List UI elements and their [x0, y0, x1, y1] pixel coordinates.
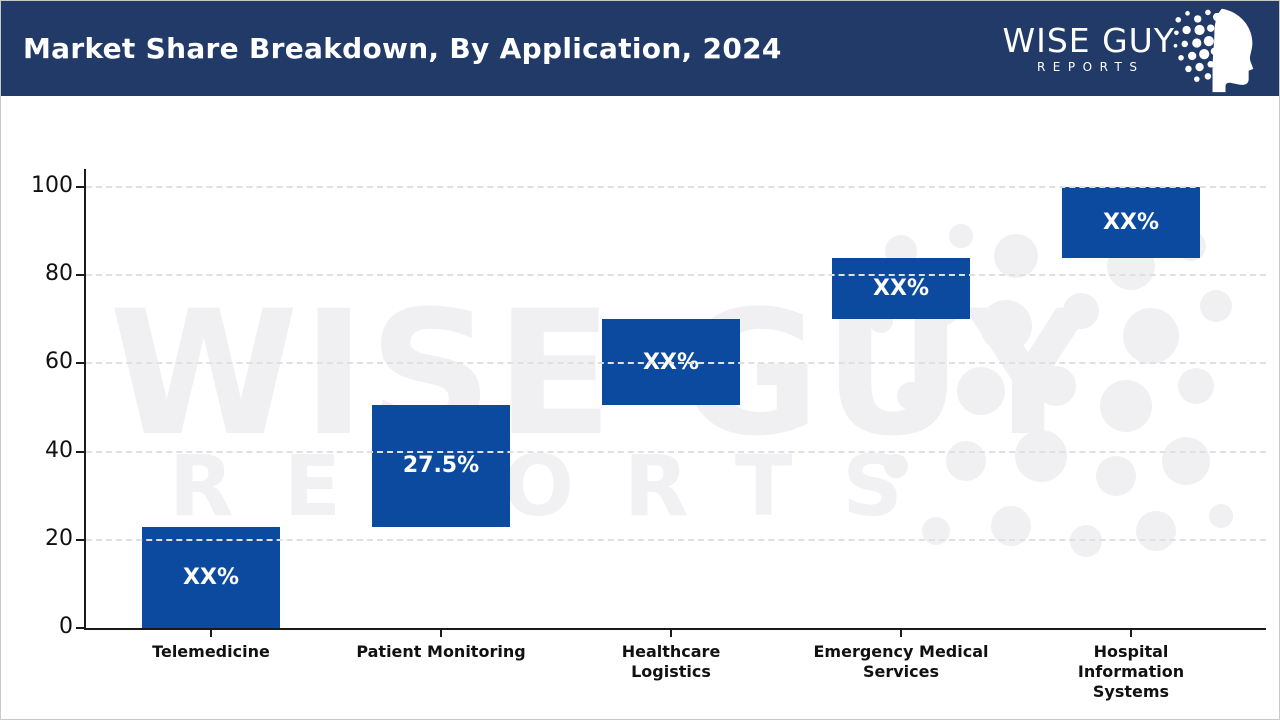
- x-category-label-line: Patient Monitoring: [356, 642, 526, 661]
- gridline-y80: [86, 274, 1266, 277]
- y-tick-label: 0: [59, 614, 73, 639]
- gridline-y60: [86, 362, 1266, 365]
- x-category-label-emergency-medical-services: Emergency Medical Services: [781, 642, 1021, 682]
- x-category-label-healthcare-logistics: Healthcare Logistics: [551, 642, 791, 682]
- y-tick-mark: [76, 450, 84, 453]
- bar-hospital-information-systems: XX%: [1062, 187, 1200, 258]
- x-category-label-line: Emergency Medical: [813, 642, 989, 661]
- y-axis-spine: [84, 169, 86, 630]
- x-category-label-line: Systems: [1092, 682, 1170, 701]
- x-tick-mark: [440, 630, 442, 637]
- x-tick-mark: [1130, 630, 1132, 637]
- x-tick-mark: [210, 630, 212, 637]
- x-category-label-line: Information: [1077, 662, 1185, 681]
- bar-value-label: XX%: [643, 349, 699, 375]
- x-category-label-line: Healthcare: [621, 642, 721, 661]
- x-axis-spine: [84, 628, 1266, 630]
- x-category-label-line: Hospital: [1093, 642, 1169, 661]
- gridline-y100: [86, 186, 1266, 188]
- x-category-label-hospital-information-systems: Hospital Information Systems: [1011, 642, 1251, 702]
- gridline-y20: [86, 538, 1266, 541]
- y-tick-label: 80: [45, 261, 73, 287]
- gridline-y40: [86, 450, 1266, 453]
- x-tick-mark: [670, 630, 672, 637]
- bar-telemedicine: XX%: [142, 526, 280, 628]
- x-category-label-line: Services: [862, 662, 940, 681]
- bar-value-label: XX%: [873, 275, 929, 301]
- watermark-subtext: REPORTS: [169, 437, 953, 535]
- bar-value-label: XX%: [183, 564, 239, 590]
- y-tick-label: 60: [45, 349, 73, 375]
- y-tick-label: 100: [31, 173, 73, 198]
- x-category-label-patient-monitoring: Patient Monitoring: [321, 642, 561, 662]
- page-title: Market Share Breakdown, By Application, …: [23, 32, 782, 65]
- x-category-label-telemedicine: Telemedicine: [91, 642, 331, 662]
- y-tick-mark: [76, 186, 84, 188]
- y-tick-mark: [76, 362, 84, 365]
- wiseguy-logo: WISE GUY REPORTS: [1002, 5, 1257, 93]
- y-tick-mark: [76, 274, 84, 277]
- logo-subtext: REPORTS: [1036, 60, 1145, 74]
- y-tick-label: 40: [45, 437, 73, 463]
- logo-text: WISE GUY REPORTS: [1002, 24, 1175, 73]
- y-tick-mark: [76, 538, 84, 541]
- x-category-label-line: Logistics: [631, 662, 711, 681]
- bar-healthcare-logistics: XX%: [602, 319, 740, 406]
- logo-wordmark: WISE GUY: [1002, 21, 1175, 60]
- y-tick-label: 20: [45, 525, 73, 551]
- x-category-label-line: Telemedicine: [152, 642, 270, 661]
- bar-emergency-medical-services: XX%: [832, 257, 970, 320]
- bar-patient-monitoring: 27.5%: [372, 405, 510, 527]
- header: Market Share Breakdown, By Application, …: [1, 1, 1279, 96]
- head-profile-dots-icon: [1173, 8, 1254, 92]
- y-tick-mark: [76, 627, 84, 629]
- x-tick-mark: [900, 630, 902, 637]
- bar-value-label: XX%: [1103, 209, 1159, 235]
- bar-value-label: 27.5%: [402, 453, 480, 479]
